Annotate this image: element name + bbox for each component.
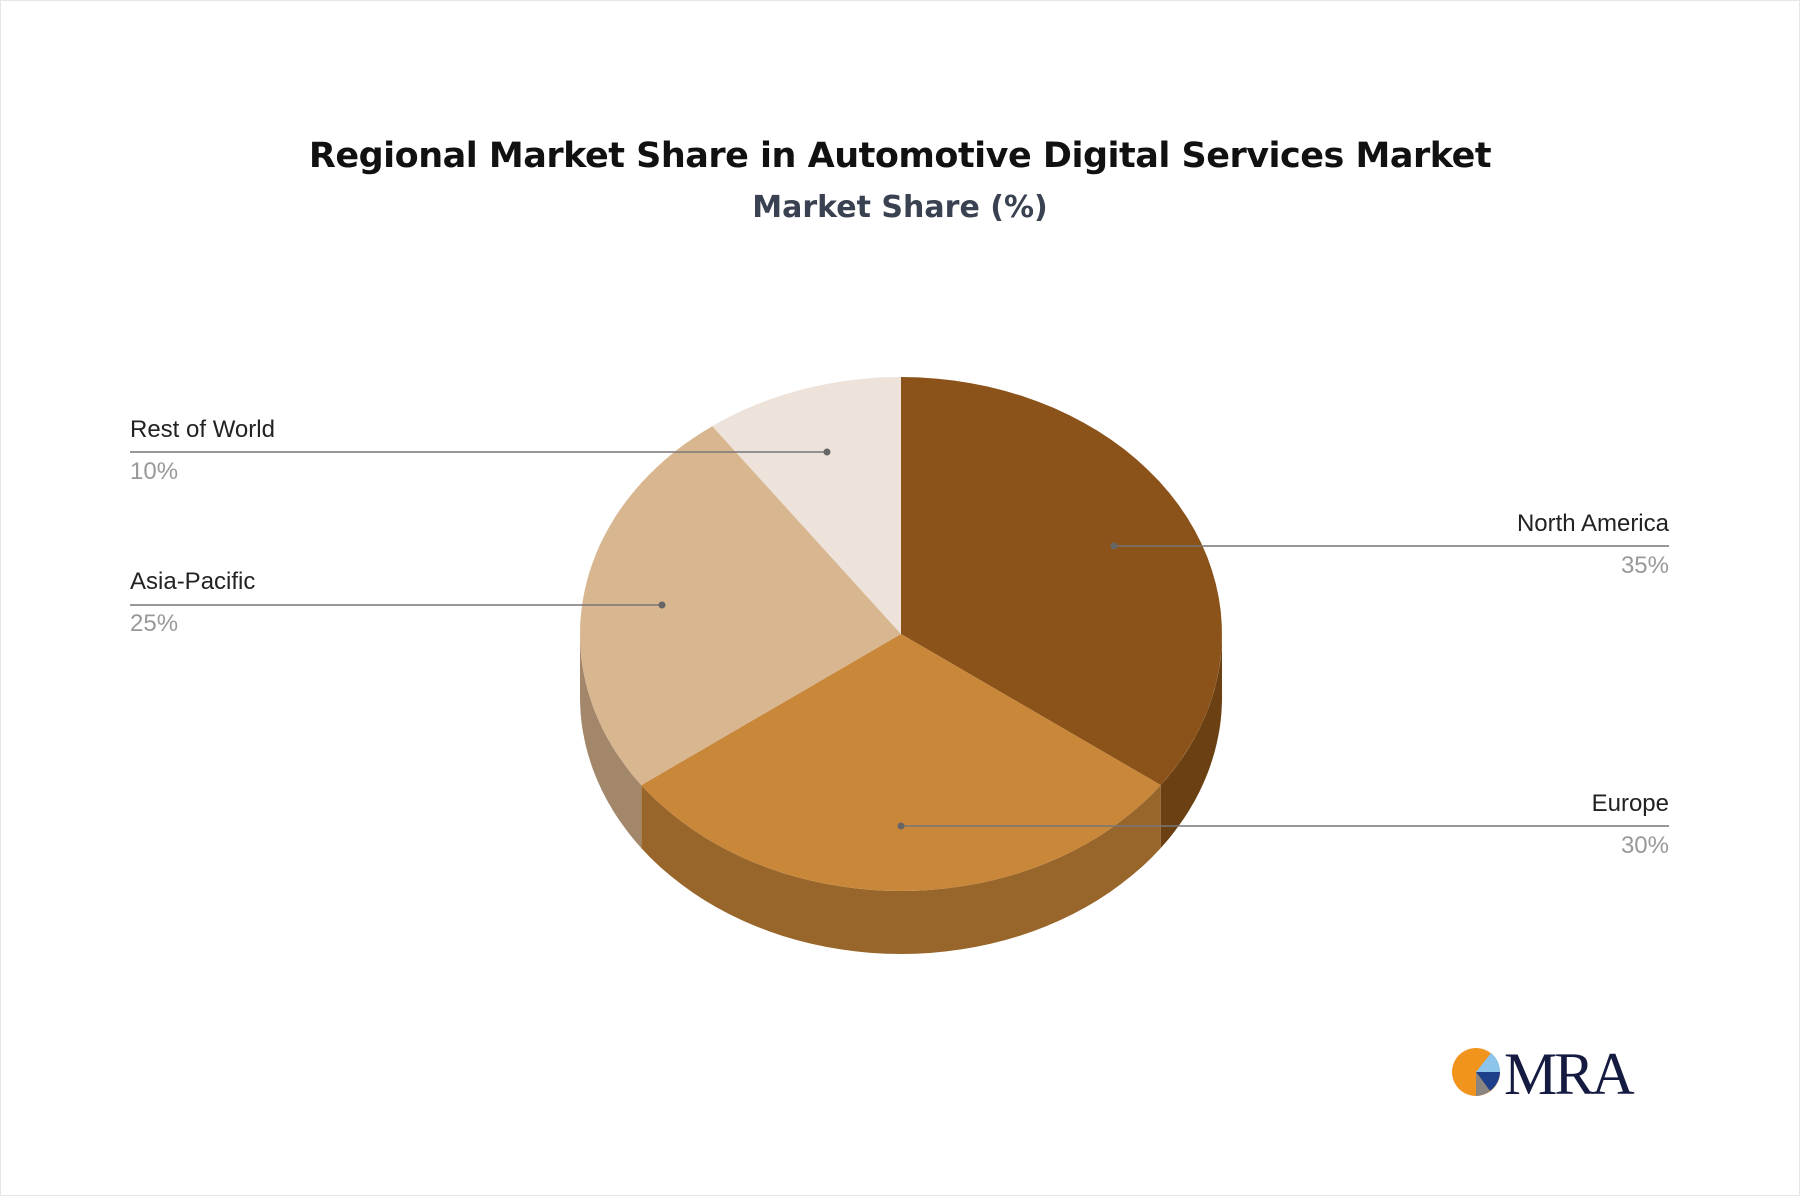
pie-side-north-america xyxy=(1160,634,1222,849)
value-rest-of-world: 10% xyxy=(130,458,179,485)
leader-dot-north-america xyxy=(1110,542,1118,550)
leader-dot-europe xyxy=(897,822,905,830)
label-north-america: North America xyxy=(1516,510,1669,537)
leader-dot-asia-pacific xyxy=(658,601,666,609)
chart-title: Regional Market Share in Automotive Digi… xyxy=(308,136,1492,176)
leader-dot-rest-of-world xyxy=(823,448,831,456)
pie-slice-north-america[interactable] xyxy=(901,377,1222,786)
value-europe: 30% xyxy=(1620,832,1669,859)
svg-text:MRA: MRA xyxy=(1504,1041,1634,1107)
pie-side-asia-pacific xyxy=(580,634,642,849)
pie-slice-rest-of-world[interactable] xyxy=(712,377,901,634)
value-asia-pacific: 25% xyxy=(130,610,179,637)
label-rest-of-world: Rest of World xyxy=(130,416,275,443)
value-north-america: 35% xyxy=(1620,552,1669,579)
pie-side-europe xyxy=(641,785,1161,954)
chart-subtitle: Market Share (%) xyxy=(752,190,1048,225)
pie-slice-asia-pacific[interactable] xyxy=(580,426,901,786)
mra-logo: MRA xyxy=(1452,1041,1637,1107)
label-europe: Europe xyxy=(1591,790,1669,817)
label-asia-pacific: Asia-Pacific xyxy=(130,568,256,595)
